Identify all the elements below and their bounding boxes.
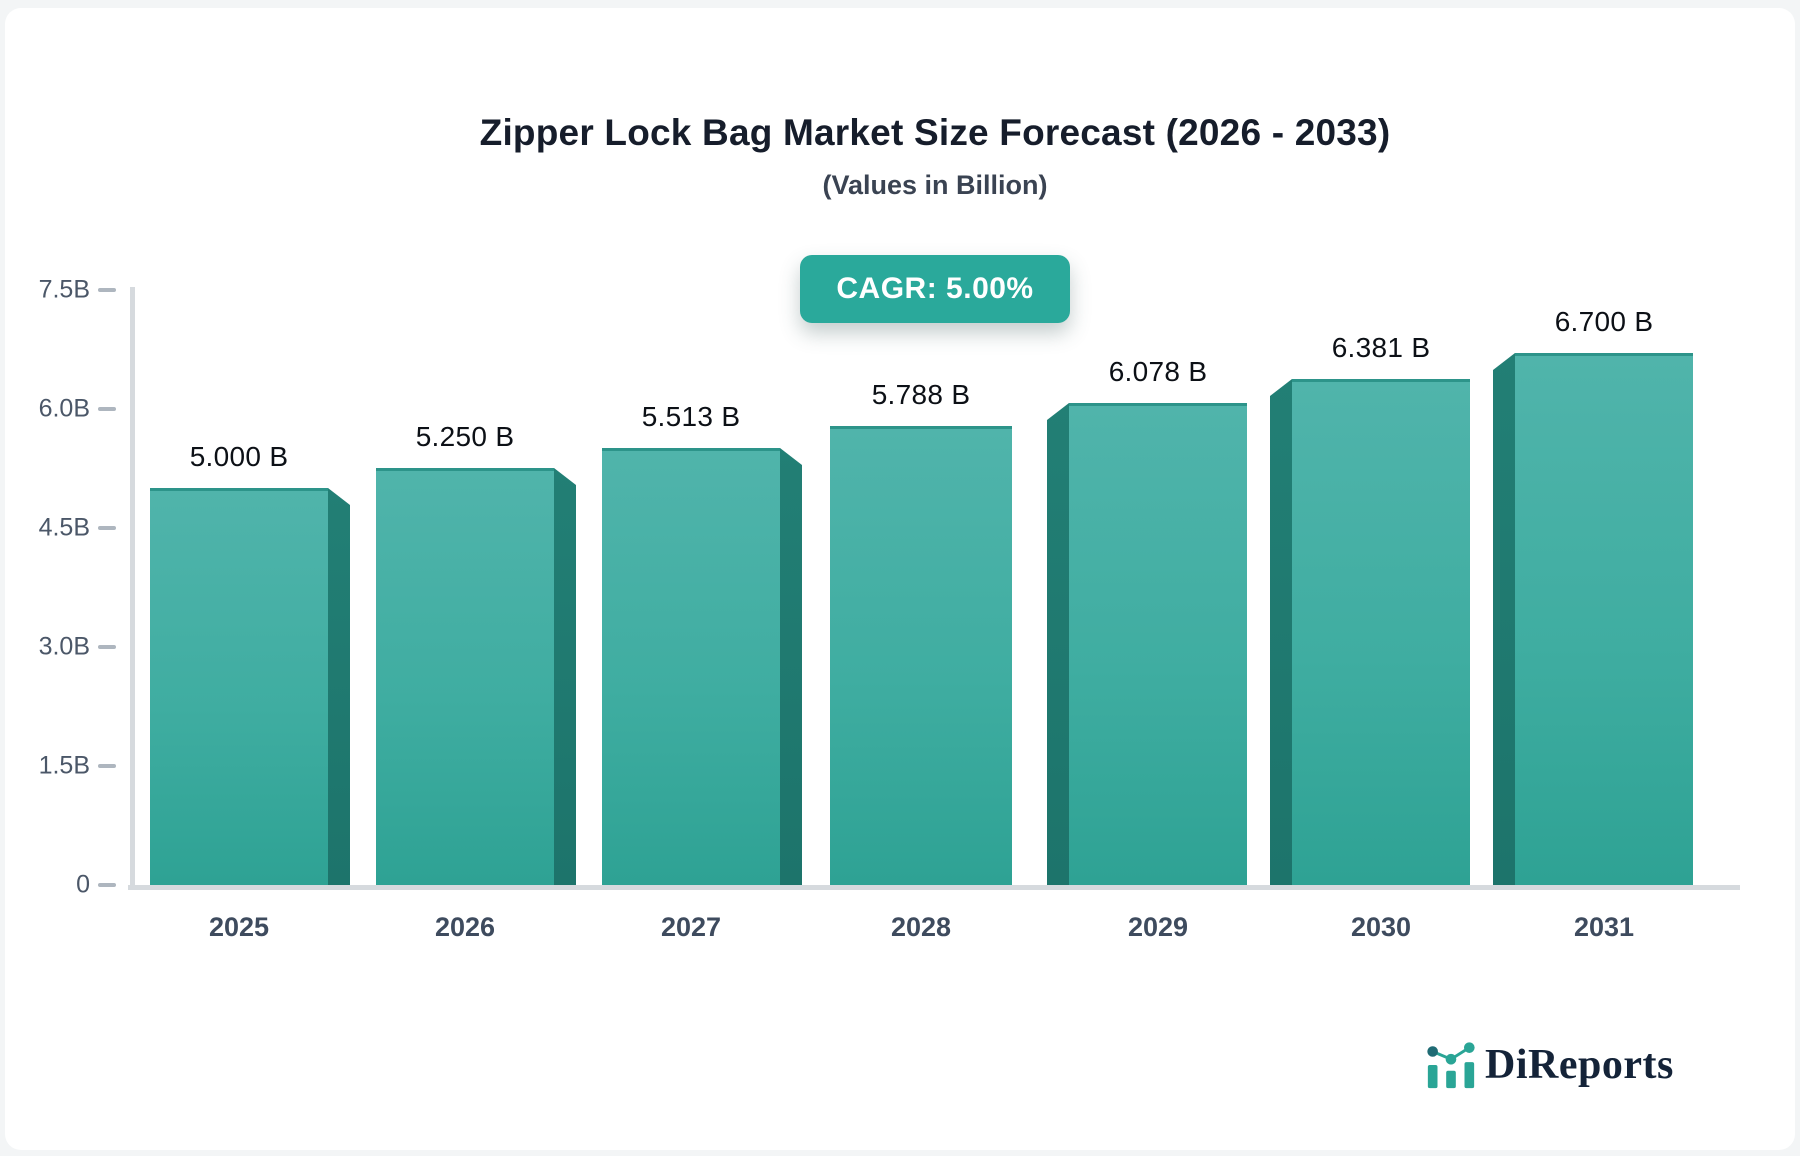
- y-axis-line: [130, 287, 135, 890]
- brand-logo-text: DiReports: [1485, 1042, 1674, 1088]
- bar-value-label: 5.250 B: [415, 421, 515, 452]
- bar-value-label: 5.000 B: [189, 441, 289, 472]
- y-axis-tick-label: 7.5B: [38, 275, 90, 304]
- y-axis-tick-label: 1.5B: [38, 751, 90, 780]
- bar-value-label: 6.700 B: [1554, 306, 1654, 337]
- bar-2027: [602, 448, 780, 885]
- y-axis-tick-label: 0: [76, 870, 90, 899]
- bar-2031-side-face: [1493, 353, 1515, 885]
- bar-2031: [1515, 353, 1693, 885]
- y-axis-tick-label: 3.0B: [38, 632, 90, 661]
- y-axis-tick-dash: [98, 764, 116, 768]
- chart-subtitle: (Values in Billion): [822, 170, 1048, 200]
- bar-2028: [830, 426, 1012, 885]
- bar-value-label: 5.513 B: [641, 401, 741, 432]
- y-axis-tick-dash: [98, 407, 116, 411]
- bar-value-label: 6.078 B: [1108, 356, 1208, 387]
- chart-title: Zipper Lock Bag Market Size Forecast (20…: [479, 112, 1391, 153]
- brand-logo: DiReports: [1424, 1038, 1674, 1092]
- bar-2025-side-face: [328, 488, 350, 885]
- bar-2030-side-face: [1270, 379, 1292, 885]
- bar-value-label: 6.381 B: [1331, 332, 1431, 363]
- cagr-badge: CAGR: 5.00%: [800, 255, 1070, 323]
- x-axis-label: 2025: [208, 912, 270, 942]
- bar-2030: [1292, 379, 1470, 885]
- x-axis-line: [128, 885, 1740, 890]
- chart-card: Zipper Lock Bag Market Size Forecast (20…: [5, 8, 1795, 1150]
- y-axis-tick-label: 6.0B: [38, 394, 90, 423]
- bar-2029-side-face: [1047, 403, 1069, 885]
- x-axis-label: 2027: [660, 912, 722, 942]
- x-axis-label: 2031: [1573, 912, 1635, 942]
- bar-2029: [1069, 403, 1247, 885]
- cagr-badge-band: CAGR: 5.00%: [134, 255, 1736, 323]
- brand-logo-icon: [1427, 1042, 1475, 1089]
- y-axis-tick-dash: [98, 645, 116, 649]
- bar-2026: [376, 468, 554, 885]
- bar-2027-side-face: [780, 448, 802, 885]
- bar-2026-side-face: [554, 468, 576, 885]
- x-axis-label: 2030: [1350, 912, 1412, 942]
- y-axis-tick-dash: [98, 288, 116, 292]
- x-axis-label: 2028: [890, 912, 952, 942]
- x-axis-label: 2026: [434, 912, 496, 942]
- x-axis-label: 2029: [1127, 912, 1189, 942]
- y-axis-tick-label: 4.5B: [38, 513, 90, 542]
- y-axis-tick-dash: [98, 526, 116, 530]
- bar-value-label: 5.788 B: [871, 379, 971, 410]
- y-axis-tick-dash: [98, 883, 116, 887]
- bar-2025: [150, 488, 328, 885]
